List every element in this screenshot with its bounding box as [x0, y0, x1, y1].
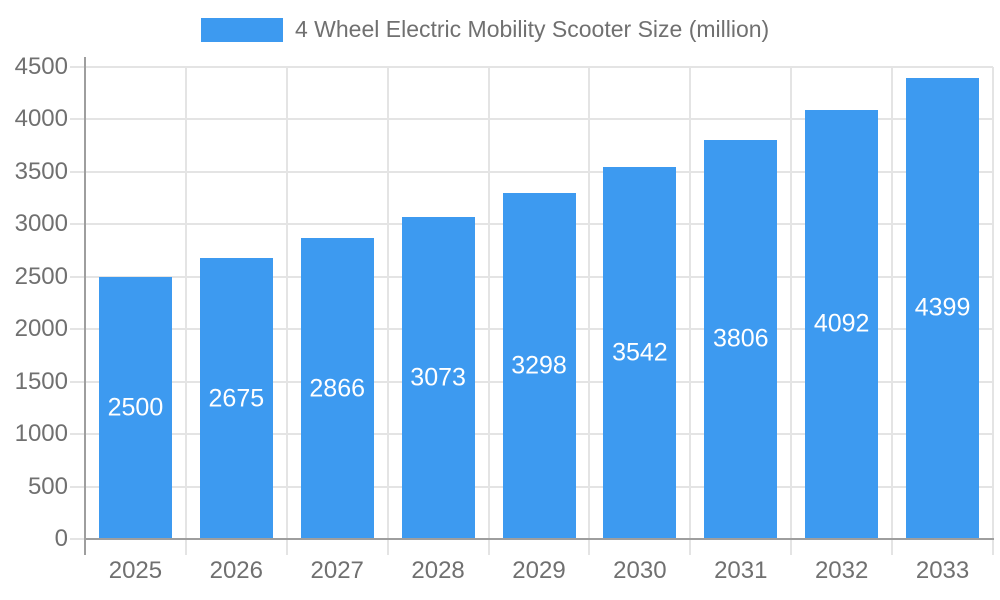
y-axis-tick-label: 2000 [14, 315, 68, 343]
bar-value-label: 4092 [813, 309, 870, 338]
y-axis-tick-label: 1500 [14, 367, 68, 395]
x-axis-labels: 2025 2026 2027 2028 2029 2030 2031 2032 2033 [85, 557, 993, 587]
bar-2026[interactable]: 2675 [199, 258, 273, 539]
bar-value-label: 3073 [410, 363, 466, 392]
gridline-vertical [790, 67, 793, 555]
gridline-horizontal [70, 66, 993, 68]
bar-2025[interactable]: 2500 [98, 276, 172, 539]
gridline-vertical [184, 67, 187, 555]
gridline-vertical [689, 67, 692, 555]
x-axis-tick-label: 2032 [814, 557, 869, 584]
y-axis-tick-label: 3000 [14, 210, 68, 238]
bar-2033[interactable]: 4399 [906, 77, 980, 539]
bar-2029[interactable]: 3298 [502, 193, 576, 539]
legend-swatch [201, 17, 283, 42]
y-axis-tick-label: 500 [27, 472, 68, 500]
x-axis-tick-label: 2027 [310, 557, 364, 584]
bar-value-label: 2500 [107, 393, 164, 422]
bar-2031[interactable]: 3806 [704, 139, 778, 539]
y-axis-tick-label: 2500 [14, 262, 68, 290]
bar-value-label: 2675 [208, 384, 265, 413]
x-axis-tick-label: 2030 [613, 557, 667, 584]
gridline-vertical [588, 67, 591, 555]
bar-value-label: 4399 [914, 293, 971, 322]
x-axis-tick-label: 2031 [714, 557, 768, 584]
bar-2028[interactable]: 3073 [401, 216, 475, 539]
bar-2030[interactable]: 3542 [603, 167, 677, 539]
legend[interactable]: 4 Wheel Electric Mobility Scooter Size (… [201, 16, 769, 43]
bar-value-label: 3298 [511, 351, 567, 380]
y-axis-line [84, 57, 86, 555]
x-axis-tick-label: 2025 [108, 557, 163, 584]
x-axis-line [84, 538, 994, 540]
y-axis-tick-label: 3500 [14, 157, 68, 185]
y-axis-tick-label: 1000 [14, 420, 68, 448]
y-axis-tick-label: 0 [54, 525, 68, 552]
gridline-vertical [386, 67, 389, 555]
x-axis-tick-label: 2029 [512, 557, 566, 584]
y-axis-tick [70, 538, 85, 540]
gridline-vertical [992, 67, 994, 555]
bar-2027[interactable]: 2866 [300, 238, 374, 539]
bar-value-label: 2866 [309, 374, 366, 403]
gridline-horizontal [70, 118, 993, 121]
legend-label: 4 Wheel Electric Mobility Scooter Size (… [295, 16, 770, 42]
y-axis-tick-label: 4500 [14, 53, 68, 80]
x-axis-tick-label: 2033 [915, 557, 970, 584]
bar-value-label: 3806 [712, 324, 769, 353]
bar-value-label: 3542 [612, 338, 668, 367]
y-axis-tick-label: 4000 [14, 105, 68, 133]
x-axis-tick-label: 2026 [209, 557, 263, 584]
gridline-vertical [285, 67, 288, 555]
plot-area: 2500 2675 2866 3073 3298 3542 3806 4092 4399 [70, 57, 994, 555]
gridline-horizontal [70, 170, 993, 173]
bar-2032[interactable]: 4092 [805, 109, 879, 539]
gridline-vertical [487, 67, 490, 555]
x-axis-tick-label: 2028 [411, 557, 465, 584]
gridline-vertical [891, 67, 894, 555]
y-axis-labels: 0 500 1000 1500 2000 2500 3000 3500 4000 4500 [0, 53, 68, 552]
